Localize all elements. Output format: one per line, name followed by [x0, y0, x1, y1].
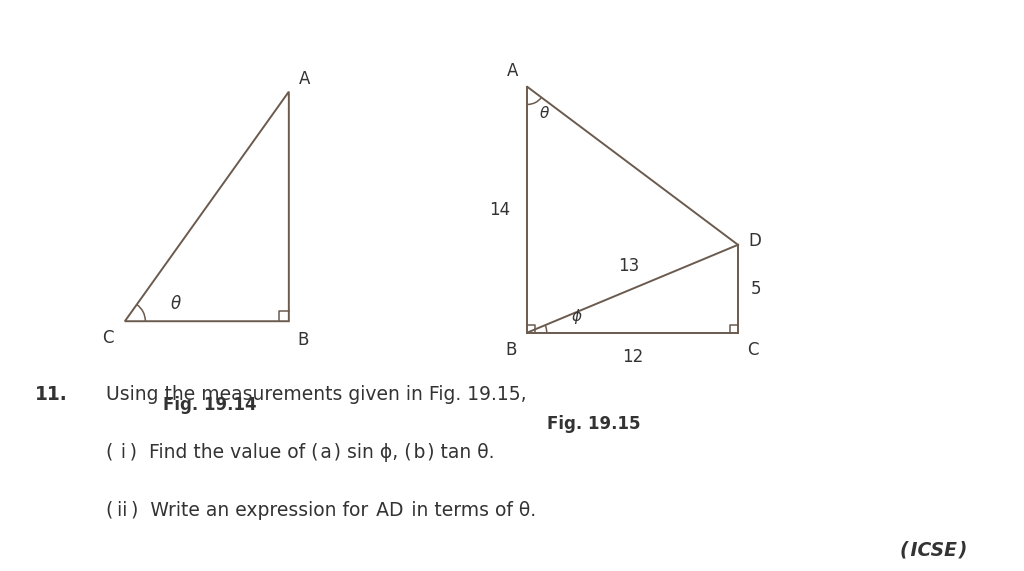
Text: (  i )  Find the value of ( a ) sin ϕ, ( b ) tan θ.: ( i ) Find the value of ( a ) sin ϕ, ( b… [105, 443, 494, 462]
Text: A: A [299, 70, 310, 89]
Text: Using the measurements given in Fig. 19.15,: Using the measurements given in Fig. 19.… [105, 385, 526, 404]
Text: 12: 12 [622, 348, 643, 367]
Text: B: B [297, 331, 308, 349]
Text: B: B [506, 341, 517, 359]
Text: θ: θ [540, 106, 549, 120]
Text: ( ICSE ): ( ICSE ) [900, 541, 967, 560]
Text: ϕ: ϕ [571, 309, 582, 324]
Text: C: C [101, 329, 114, 347]
Text: 14: 14 [488, 201, 510, 219]
Text: D: D [749, 232, 762, 250]
Text: θ: θ [171, 295, 181, 313]
Text: A: A [507, 62, 518, 80]
Text: C: C [746, 341, 758, 359]
Text: 11.: 11. [35, 385, 68, 404]
Text: 5: 5 [751, 280, 761, 297]
Text: Fig. 19.14: Fig. 19.14 [163, 396, 257, 413]
Text: 13: 13 [618, 256, 640, 275]
Text: ( ii )  Write an expression for  AD  in terms of θ.: ( ii ) Write an expression for AD in ter… [105, 501, 536, 520]
Text: Fig. 19.15: Fig. 19.15 [547, 415, 640, 433]
